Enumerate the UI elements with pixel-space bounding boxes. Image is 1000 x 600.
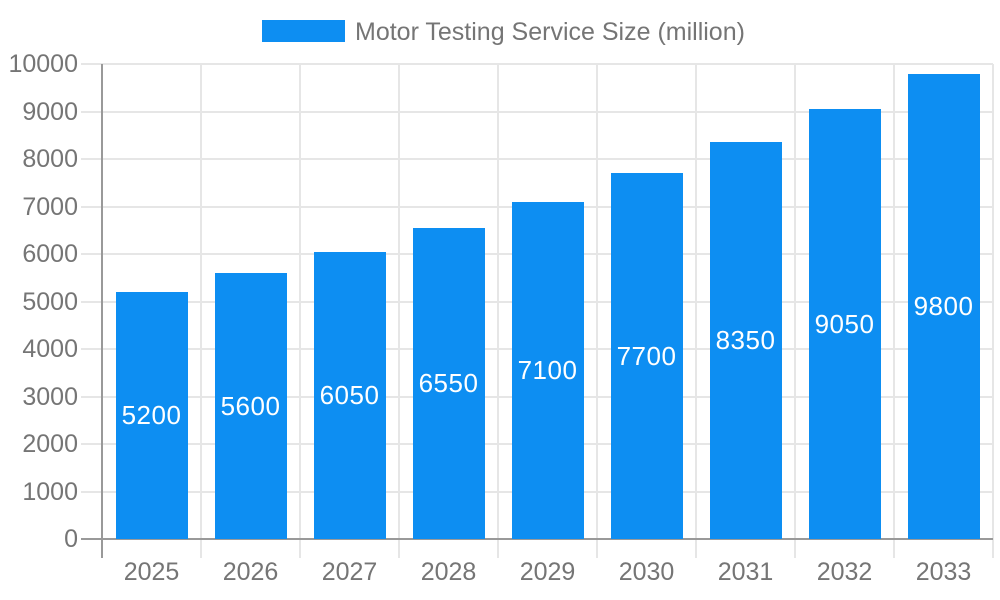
x-axis-tick-label: 2029	[519, 558, 576, 586]
v-gridline	[893, 64, 895, 558]
bar-value-label: 5200	[121, 400, 182, 430]
legend-label: Motor Testing Service Size (million)	[355, 18, 745, 46]
bar: 9050	[808, 109, 881, 539]
bar-value-label: 9800	[913, 290, 974, 321]
x-axis-tick-label: 2032	[816, 558, 873, 586]
bar: 5200	[115, 292, 188, 539]
y-axis-tick-label: 0	[64, 525, 78, 553]
y-axis-line	[101, 64, 103, 558]
bar: 8350	[709, 142, 782, 539]
x-axis-tick-label: 2026	[222, 558, 279, 586]
x-axis-tick-label: 2030	[618, 558, 675, 586]
v-gridline	[497, 64, 499, 558]
bar-value-label: 7700	[616, 340, 677, 371]
y-axis-tick-label: 9000	[22, 97, 78, 126]
x-axis-line	[81, 538, 993, 540]
y-axis-tick-label: 8000	[22, 145, 78, 173]
y-axis-tick-label: 6000	[22, 240, 78, 268]
y-axis-tick-label: 1000	[22, 477, 78, 506]
y-axis-tick-label: 10000	[8, 50, 78, 78]
bar-value-label: 9050	[814, 308, 875, 339]
y-axis-tick-label: 3000	[22, 382, 78, 411]
v-gridline	[596, 64, 598, 558]
bar: 5600	[214, 273, 287, 539]
bar-value-label: 7100	[517, 354, 578, 385]
y-axis-tick-label: 5000	[22, 287, 78, 316]
y-axis-tick-label: 2000	[22, 430, 78, 458]
bar-value-label: 5600	[220, 390, 281, 421]
bar: 7100	[511, 201, 584, 539]
x-axis-tick-label: 2027	[321, 558, 378, 586]
h-gridline	[81, 158, 993, 160]
bar: 6050	[313, 251, 386, 539]
v-gridline	[992, 64, 994, 558]
y-axis-tick-label: 7000	[22, 192, 78, 221]
h-gridline	[81, 63, 993, 65]
x-axis-tick-label: 2028	[420, 558, 477, 586]
x-axis-tick-label: 2031	[717, 558, 774, 586]
bar-value-label: 6050	[319, 379, 380, 410]
v-gridline	[398, 64, 400, 558]
y-axis-tick-label: 4000	[22, 335, 78, 363]
v-gridline	[695, 64, 697, 558]
bar: 9800	[907, 73, 980, 539]
v-gridline	[299, 64, 301, 558]
x-axis-tick-label: 2033	[915, 558, 972, 586]
bar: 7700	[610, 173, 683, 539]
v-gridline	[200, 64, 202, 558]
bar-value-label: 6550	[418, 367, 479, 398]
bar-value-label: 8350	[715, 325, 776, 356]
legend-swatch	[262, 20, 345, 42]
v-gridline	[794, 64, 796, 558]
bar: 6550	[412, 227, 485, 539]
h-gridline	[81, 110, 993, 113]
x-axis-tick-label: 2025	[123, 558, 180, 586]
